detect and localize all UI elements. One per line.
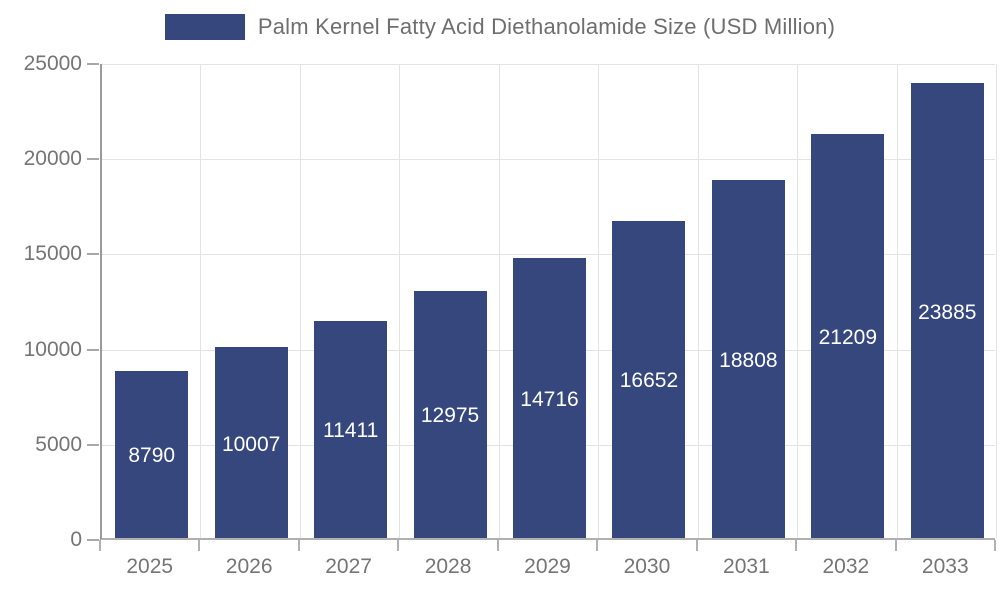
x-axis-tick-label: 2031 <box>723 555 770 578</box>
y-axis-tick <box>87 539 99 541</box>
y-axis-tick-label: 15000 <box>23 242 82 266</box>
gridline-vertical <box>598 64 600 538</box>
bar-value-label: 23885 <box>918 300 977 324</box>
legend-label: Palm Kernel Fatty Acid Diethanolamide Si… <box>257 14 836 39</box>
y-axis-tick <box>87 158 99 161</box>
bar-2032 <box>811 134 885 538</box>
gridline-vertical <box>896 64 898 538</box>
y-axis-tick-label: 20000 <box>23 147 82 171</box>
gridline-vertical <box>996 64 997 538</box>
y-axis-tick-label: 25000 <box>23 52 82 75</box>
bar-2025 <box>115 370 189 538</box>
x-axis-tick <box>297 540 300 551</box>
y-axis-tick <box>87 253 99 256</box>
y-axis-tick-label: 10000 <box>23 337 82 361</box>
x-axis-tick-label: 2025 <box>126 555 174 578</box>
y-axis-tick <box>87 348 99 351</box>
x-axis-tick <box>596 540 599 551</box>
gridline-vertical <box>399 64 401 538</box>
x-axis-tick <box>795 540 798 551</box>
x-axis-tick-label: 2029 <box>524 555 571 578</box>
bar-2026 <box>214 347 288 538</box>
x-axis-tick-label: 2027 <box>325 555 372 578</box>
bar-value-label: 14716 <box>520 387 579 411</box>
gridline-vertical <box>797 64 799 538</box>
bar-2031 <box>711 179 785 538</box>
x-axis-tick <box>994 540 996 551</box>
y-axis-tick-label: 0 <box>70 528 82 551</box>
gridline-vertical <box>697 64 699 538</box>
bar-value-label: 11411 <box>322 419 379 443</box>
y-axis-tick-label: 5000 <box>35 432 82 456</box>
bar-value-label: 16652 <box>619 369 679 393</box>
x-axis-tick-label: 2032 <box>822 555 870 578</box>
gridline-horizontal <box>102 64 995 65</box>
x-axis-tick <box>496 540 499 551</box>
x-axis-tick-label: 2033 <box>921 555 969 578</box>
gridline-vertical <box>498 64 500 538</box>
x-axis-tick <box>397 540 400 551</box>
bar-value-label: 18808 <box>719 348 778 372</box>
x-axis-tick <box>894 540 897 551</box>
gridline-vertical <box>299 64 301 538</box>
x-axis-tick <box>99 540 101 551</box>
y-axis-tick <box>87 443 99 446</box>
bar-2028 <box>413 290 487 538</box>
legend-swatch <box>164 14 245 40</box>
bar-2030 <box>612 220 686 538</box>
y-axis-tick <box>87 63 99 65</box>
x-axis-tick-label: 2028 <box>424 555 472 578</box>
bar-2027 <box>314 320 388 538</box>
bar-value-label: 10007 <box>221 432 281 456</box>
x-axis-tick-label: 2026 <box>225 555 273 578</box>
legend: Palm Kernel Fatty Acid Diethanolamide Si… <box>0 14 1000 40</box>
x-axis-tick-label: 2030 <box>623 555 671 578</box>
x-axis-tick <box>695 540 698 551</box>
gridline-horizontal <box>102 254 995 256</box>
bar-2029 <box>513 257 586 538</box>
bar-2033 <box>910 83 984 538</box>
bar-value-label: 8790 <box>128 444 176 468</box>
bar-value-label: 12975 <box>420 404 480 428</box>
gridline-vertical <box>200 64 202 538</box>
gridline-horizontal <box>102 159 995 161</box>
bar-value-label: 21209 <box>818 326 878 350</box>
x-axis-tick <box>198 540 201 551</box>
plot-area: 8790 10007 11411 12975 14716 16652 18808 21209 2… <box>100 64 997 540</box>
